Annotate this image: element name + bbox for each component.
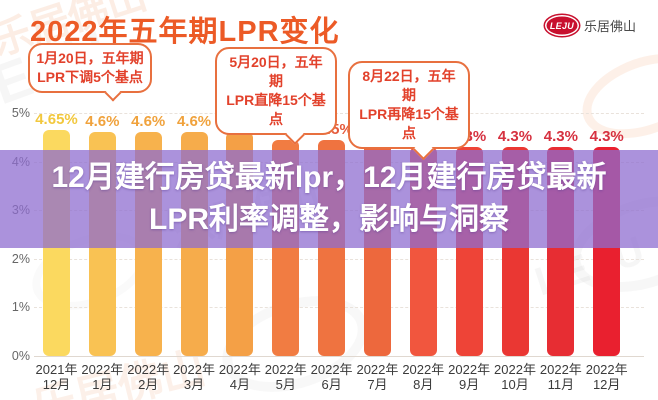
bar-value-label: 4.3% — [497, 128, 533, 146]
x-axis-tick: 2022年 2月 — [127, 362, 170, 392]
bar-value-label: 4.3% — [543, 128, 578, 146]
bar-value-label: 4.3% — [589, 128, 624, 146]
gridline — [34, 356, 644, 357]
bar-value-label: 4.6% — [176, 113, 212, 131]
y-axis-tick: 0% — [11, 349, 30, 363]
x-axis-tick: 2022年 12月 — [585, 362, 628, 392]
y-axis-tick: 2% — [11, 251, 30, 266]
x-axis-tick: 2022年 5月 — [264, 362, 307, 392]
callout-line: LPR下调5个基点 — [37, 69, 143, 85]
gridline — [34, 113, 644, 114]
y-axis-tick: 1% — [11, 300, 30, 315]
x-axis-tick: 2022年 10月 — [494, 362, 536, 392]
bar-value-label: 4.6% — [131, 113, 166, 131]
callout-line: 8月22日，五年期 — [362, 68, 456, 103]
x-axis-tick: 2022年 3月 — [173, 362, 215, 392]
leju-oval-icon: LEJU — [544, 15, 579, 36]
callout-may-cut: 5月20日，五年期 LPR直降15个基点 — [215, 47, 337, 145]
callout-tail — [104, 84, 122, 102]
headline-line-1: 12月建行房贷最新lpr，12月建行房贷最新 — [51, 161, 607, 194]
bar-value-label: 4.65% — [35, 111, 78, 128]
x-axis-tick: 2021年 12月 — [35, 362, 78, 392]
callout-january-cut: 1月20日，五年期 LPR下调5个基点 — [28, 43, 152, 102]
x-axis-tick: 2022年 8月 — [402, 362, 445, 392]
x-axis-tick: 2022年 6月 — [310, 362, 353, 392]
callout-line: 1月20日，五年期 — [36, 50, 144, 66]
x-axis-tick: 2022年 1月 — [81, 362, 124, 392]
x-axis-tick: 2022年 9月 — [448, 362, 491, 392]
callout-august-cut: 8月22日，五年期 LPR再降15个基点 — [348, 61, 470, 161]
y-axis-tick: 5% — [11, 106, 30, 120]
leju-logo: LEJU 乐居佛山 — [544, 15, 636, 36]
x-axis-tick: 2022年 7月 — [356, 362, 399, 392]
bar-value-label: 4.6% — [85, 113, 120, 131]
headline-line-2: LPR利率调整，影响与洞察 — [149, 203, 509, 236]
leju-site-name: 乐居佛山 — [583, 19, 636, 34]
callout-line: LPR再降15个基点 — [359, 106, 459, 141]
leju-brand-text: LEJU — [549, 20, 575, 31]
headline-overlay-band: 12月建行房贷最新lpr，12月建行房贷最新 LPR利率调整，影响与洞察 — [0, 150, 658, 248]
callout-line: 5月20日，五年期 — [229, 54, 323, 89]
x-axis-tick: 2022年 4月 — [218, 362, 261, 392]
x-axis-tick: 2022年 11月 — [539, 362, 582, 392]
callout-line: LPR直降15个基点 — [226, 92, 326, 127]
page-title: 2022年五年期LPR变化 — [30, 16, 340, 48]
